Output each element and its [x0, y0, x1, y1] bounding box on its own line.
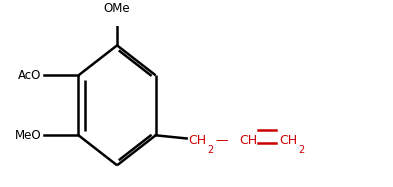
- Text: 2: 2: [207, 145, 213, 154]
- Text: CH: CH: [280, 134, 298, 147]
- Text: MeO: MeO: [15, 129, 42, 142]
- Text: CH: CH: [239, 134, 257, 147]
- Text: AcO: AcO: [18, 69, 42, 82]
- Text: —: —: [215, 134, 228, 147]
- Text: OMe: OMe: [104, 2, 130, 15]
- Text: 2: 2: [298, 145, 305, 154]
- Text: CH: CH: [189, 134, 207, 147]
